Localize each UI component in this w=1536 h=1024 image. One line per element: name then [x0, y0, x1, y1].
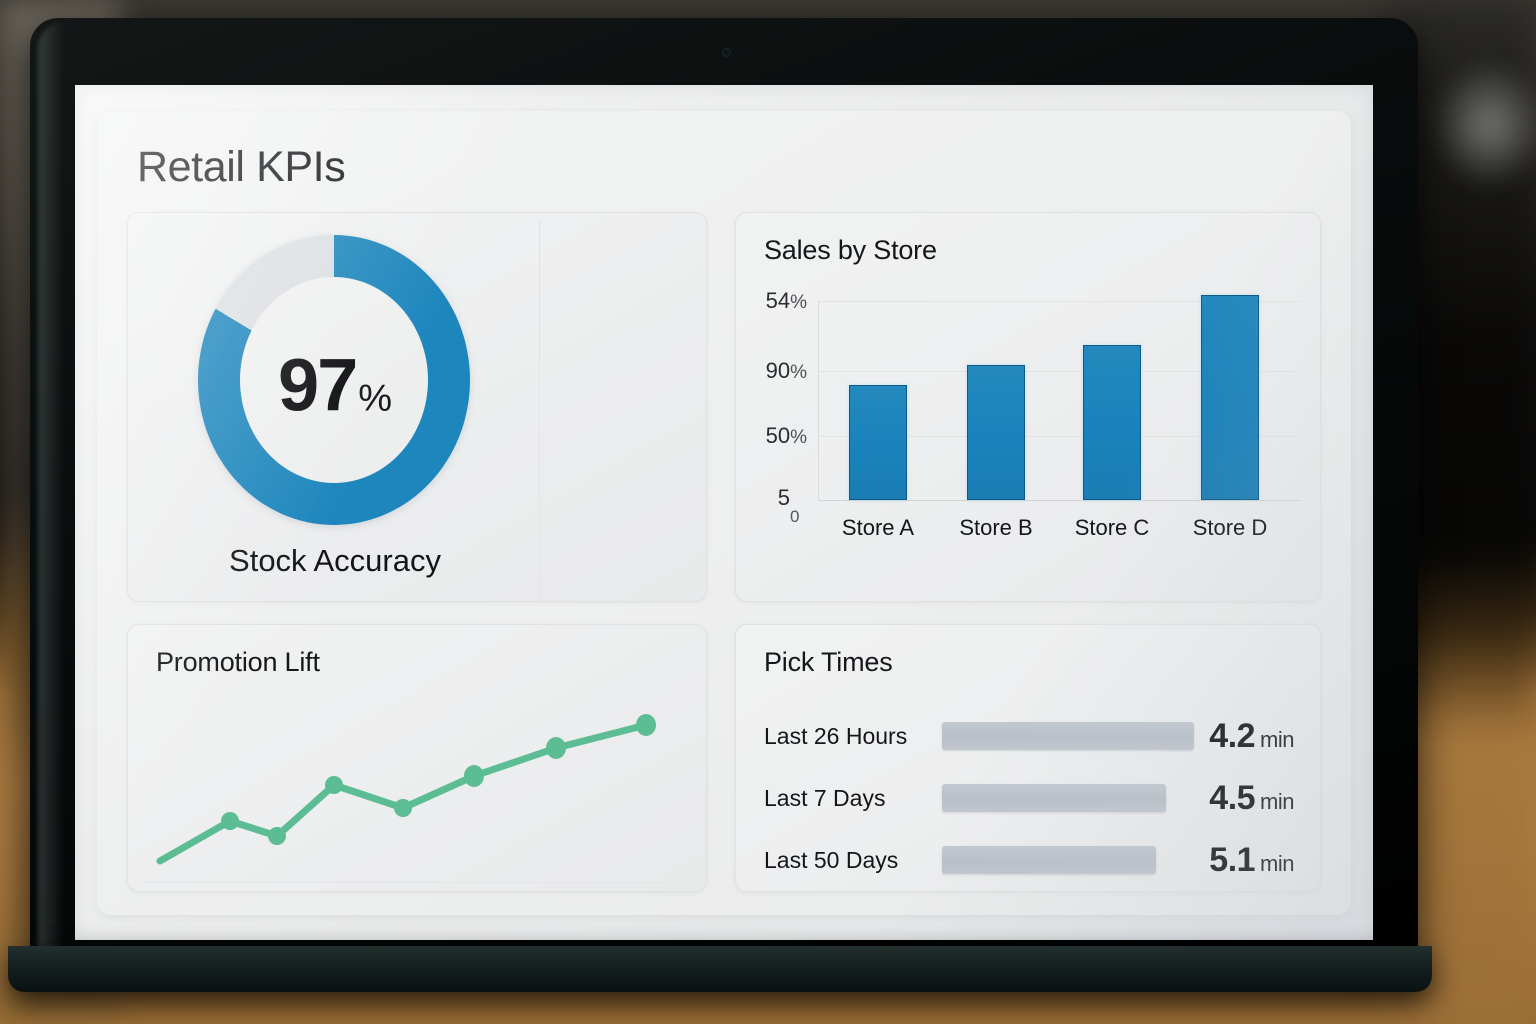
line-data-point[interactable] — [546, 737, 566, 760]
pick-times-label: Last 26 Hours — [764, 722, 908, 749]
background-highlight — [1430, 60, 1536, 190]
sales-by-store-title: Sales by Store — [764, 235, 937, 266]
laptop-base — [8, 946, 1432, 992]
donut-label: Stock Accuracy — [229, 543, 441, 579]
webcam-icon — [722, 48, 731, 57]
laptop-screen: Retail KPIs 97 % Stock Accuracy — [75, 85, 1373, 940]
donut-center-value: 97 % — [278, 343, 392, 428]
pick-times-title: Pick Times — [764, 647, 893, 678]
gridline — [819, 370, 1300, 372]
donut-ring — [198, 235, 470, 526]
promotion-lift-card[interactable]: Promotion Lift — [127, 624, 707, 893]
pick-times-unit: min — [1260, 788, 1294, 814]
pick-times-card[interactable]: Pick Times Last 26 Hours 4.2 min Last 7 Day… — [735, 624, 1321, 893]
sales-bar-plot: 54% 90% 50% 5 0 Store A Store B Store C Store D — [766, 288, 1300, 540]
line-baseline — [142, 882, 666, 884]
donut-chart[interactable]: 97 % Stock Accuracy — [176, 235, 494, 578]
stock-accuracy-card[interactable]: 97 % Stock Accuracy — [127, 212, 707, 603]
donut-number: 97 — [277, 343, 358, 427]
sales-by-store-card[interactable]: Sales by Store 54% 90% 50% 5 0 Store A Store B… — [735, 212, 1321, 603]
pick-times-rows: Last 26 Hours 4.2 min Last 7 Days 4.5 min Last… — [764, 705, 1294, 891]
pick-times-value: 4.2 min — [1209, 716, 1294, 755]
pick-times-unit: min — [1260, 726, 1294, 752]
card-divider — [539, 219, 540, 598]
promotion-line-plot — [146, 703, 692, 871]
lid-sheen — [38, 22, 64, 952]
pick-times-row[interactable]: Last 7 Days 4.5 min — [764, 767, 1294, 829]
donut-hole — [240, 277, 428, 484]
page-title: Retail KPIs — [137, 143, 346, 191]
bar-label: Store A — [841, 515, 915, 541]
pick-times-bar-track — [942, 784, 1194, 813]
pick-times-bar-track — [942, 722, 1194, 751]
line-data-point[interactable] — [636, 714, 656, 737]
line-data-point[interactable] — [394, 799, 412, 818]
bar-label: Store C — [1074, 515, 1150, 541]
pick-times-value: 5.1 min — [1209, 840, 1294, 879]
pick-times-bar — [942, 784, 1167, 813]
bar-label: Store B — [959, 515, 1033, 541]
y-axis-tick-label: 54% — [765, 288, 807, 314]
pick-times-unit: min — [1260, 850, 1294, 876]
dashboard-container: Retail KPIs 97 % Stock Accuracy — [97, 111, 1351, 915]
y-axis-tick-label: 90% — [765, 357, 807, 383]
pick-times-label: Last 50 Days — [764, 846, 899, 873]
y-axis-tick-label: 50% — [765, 423, 807, 449]
laptop: Retail KPIs 97 % Stock Accuracy — [8, 18, 1432, 998]
pick-times-bar — [942, 722, 1194, 751]
pick-times-value: 4.5 min — [1209, 778, 1294, 817]
gridline — [819, 301, 1300, 303]
pick-times-label: Last 7 Days — [764, 784, 886, 811]
line-data-point[interactable] — [325, 776, 343, 795]
dashboard-grid: 97 % Stock Accuracy Sales by Store 54% 90… — [127, 212, 1321, 893]
bar-store-d[interactable] — [1201, 295, 1259, 501]
pick-times-bar — [942, 846, 1157, 875]
pick-times-row[interactable]: Last 26 Hours 4.2 min — [764, 705, 1294, 767]
line-data-point[interactable] — [221, 812, 239, 831]
line-data-point[interactable] — [268, 827, 286, 846]
gridline — [819, 436, 1300, 438]
pick-times-row[interactable]: Last 50 Days 5.1 min — [764, 829, 1294, 891]
promotion-lift-title: Promotion Lift — [156, 647, 320, 678]
line-data-point[interactable] — [464, 765, 484, 788]
promotion-lift-line — [156, 714, 656, 865]
bar-store-b[interactable] — [967, 364, 1025, 501]
donut-percent-sign: % — [358, 377, 393, 420]
bar-store-a[interactable] — [849, 384, 907, 501]
bar-store-c[interactable] — [1083, 344, 1141, 501]
pick-times-bar-track — [942, 846, 1194, 875]
bar-label: Store D — [1192, 515, 1268, 541]
